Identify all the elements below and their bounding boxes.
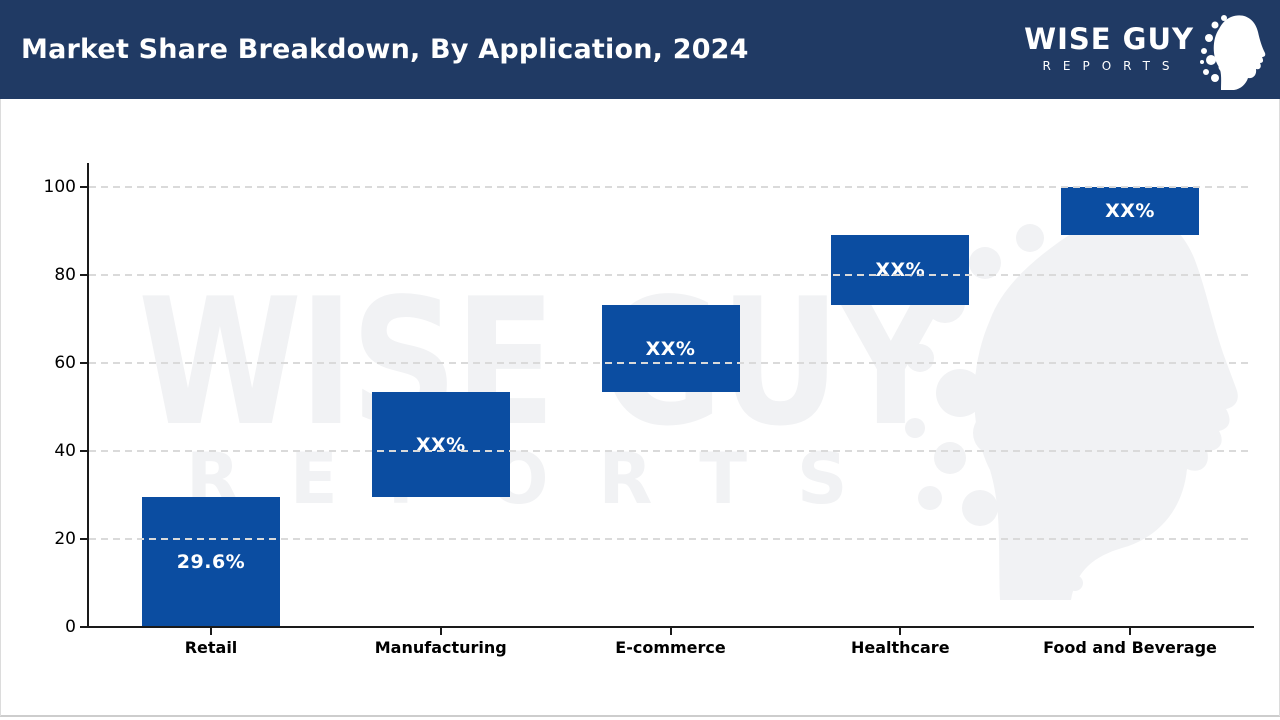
- y-tick-mark: [80, 274, 87, 276]
- logo-subtitle: REPORTS: [1042, 59, 1182, 73]
- gridline-20: [89, 538, 1253, 540]
- bar-manufacturing: XX%: [371, 392, 510, 497]
- bar-healthcare: XX%: [831, 234, 970, 305]
- x-axis-line: [87, 626, 1254, 628]
- gridline-80: [89, 274, 1253, 276]
- x-tick-mark: [1129, 628, 1131, 635]
- bar-value-label: XX%: [645, 337, 696, 360]
- y-tick-label: 100: [43, 177, 76, 197]
- bar-food-and-beverage: XX%: [1061, 187, 1199, 235]
- watermark-face-icon: [905, 209, 1238, 600]
- x-tick-mark: [439, 628, 442, 635]
- footer-divider: [0, 715, 1280, 717]
- gridline-100: [89, 186, 1253, 188]
- x-category-label: Food and Beverage: [1043, 638, 1217, 657]
- x-tick-mark: [210, 628, 212, 635]
- y-tick-label: 40: [54, 441, 76, 461]
- y-axis-line: [87, 163, 89, 628]
- gridline-40: [89, 450, 1253, 452]
- y-tick-mark: [80, 538, 87, 540]
- bar-retail: 29.6%: [142, 496, 280, 627]
- x-category-label: Manufacturing: [374, 638, 507, 657]
- left-border: [0, 99, 1, 716]
- x-category-label: E-commerce: [615, 638, 726, 657]
- y-tick-mark: [80, 450, 87, 452]
- bar-value-label: XX%: [1105, 199, 1155, 222]
- y-tick-label: 80: [54, 265, 76, 285]
- y-tick-mark: [80, 186, 87, 188]
- bar-value-label: XX%: [415, 433, 466, 456]
- bar-value-label: XX%: [875, 258, 926, 281]
- logo-wordmark: WISE GUY: [1024, 22, 1194, 56]
- x-tick-mark: [669, 628, 672, 635]
- y-tick-mark: [80, 626, 87, 628]
- y-tick-label: 60: [54, 353, 76, 373]
- logo-face-icon: [1200, 15, 1266, 91]
- bar-e-commerce: XX%: [601, 304, 740, 393]
- logo-text: WISE GUY REPORTS: [1024, 22, 1194, 73]
- header-bar: Market Share Breakdown, By Application, …: [0, 0, 1280, 99]
- x-tick-mark: [899, 628, 902, 635]
- x-category-label: Healthcare: [850, 638, 950, 657]
- y-tick-label: 0: [65, 617, 76, 637]
- bar-value-label: 29.6%: [176, 550, 246, 573]
- page-title: Market Share Breakdown, By Application, …: [21, 34, 749, 65]
- wise-guy-reports-logo: WISE GUY REPORTS: [1016, 6, 1266, 94]
- x-category-label: Retail: [184, 638, 238, 657]
- y-tick-label: 20: [54, 529, 76, 549]
- y-tick-mark: [80, 362, 87, 364]
- gridline-60: [89, 362, 1253, 364]
